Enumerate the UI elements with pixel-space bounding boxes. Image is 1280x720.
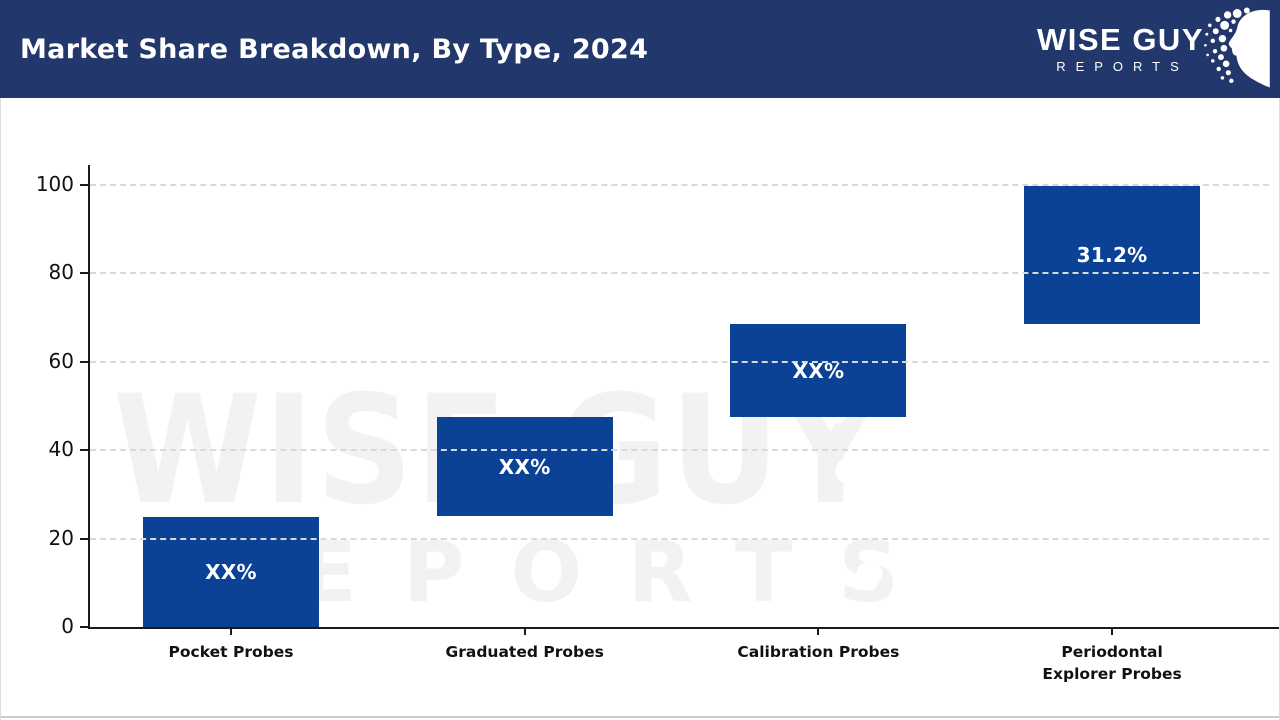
x-tick-mark xyxy=(230,627,232,635)
chart-area: WISE GUY REPORTS XX% Pocket Probes XX% Grad… xyxy=(0,98,1280,720)
brand-name: WISE GUY xyxy=(1036,22,1204,58)
y-tick-label: 20 xyxy=(48,525,74,550)
gridline xyxy=(90,537,1269,540)
gridline xyxy=(90,449,1269,452)
y-tick-mark xyxy=(80,537,88,540)
y-axis-line xyxy=(88,165,90,629)
bar-segment: XX% xyxy=(143,516,319,627)
y-tick-mark xyxy=(80,449,88,452)
bar-segment: XX% xyxy=(436,417,613,517)
gridline xyxy=(90,184,1269,186)
y-tick-mark xyxy=(80,184,88,186)
x-tick-mark xyxy=(523,627,526,635)
y-tick-mark xyxy=(80,360,88,363)
gridline xyxy=(90,272,1269,275)
x-axis-line xyxy=(88,627,1279,629)
x-tick-label: Calibration Probes xyxy=(737,643,900,661)
y-tick-label: 40 xyxy=(48,437,74,462)
x-tick-label: Periodontal Explorer Probes xyxy=(1042,643,1182,683)
brand-tagline: REPORTS xyxy=(1056,58,1189,74)
gridline xyxy=(90,360,1269,363)
bar-segment: XX% xyxy=(730,324,907,418)
bar-value-label: 31.2% xyxy=(1076,243,1148,268)
x-tick-label: Graduated Probes xyxy=(445,643,604,661)
y-tick-label: 0 xyxy=(61,614,74,638)
bar-value-label: XX% xyxy=(205,559,257,584)
page-title: Market Share Breakdown, By Type, 2024 xyxy=(20,33,649,65)
header-bar: Market Share Breakdown, By Type, 2024 xyxy=(0,0,1280,98)
figure-bottom-edge xyxy=(1,716,1279,718)
y-tick-label: 80 xyxy=(48,260,74,285)
bar-segment: 31.2% xyxy=(1024,186,1201,325)
y-tick-mark xyxy=(80,626,88,628)
brand-logo: WISE GUY REPORTS xyxy=(1037,6,1272,92)
x-tick-label: Pocket Probes xyxy=(168,643,294,661)
y-tick-label: 100 xyxy=(35,172,74,196)
y-tick-label: 60 xyxy=(48,348,74,373)
y-tick-mark xyxy=(80,272,88,275)
face-dots-icon xyxy=(1204,7,1270,88)
brand-logo-text: WISE GUY REPORTS xyxy=(1037,24,1204,74)
bar-value-label: XX% xyxy=(498,454,551,479)
